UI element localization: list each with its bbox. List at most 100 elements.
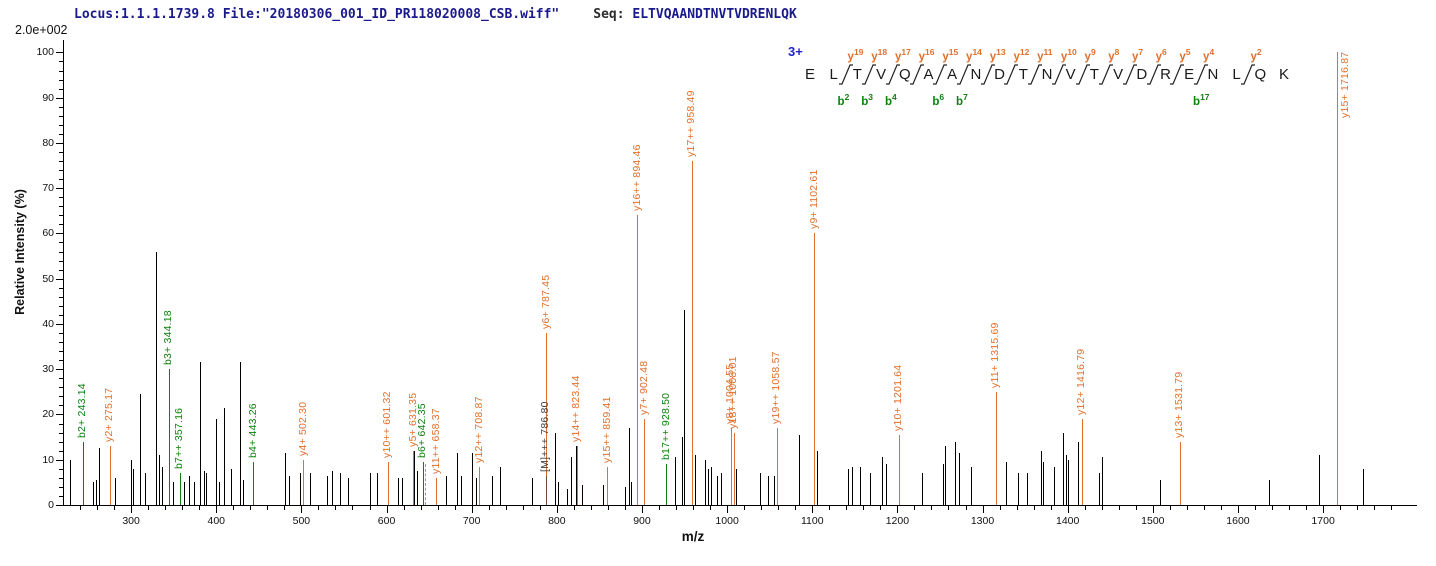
y-ion-peak	[1081, 419, 1083, 505]
spectrum-peak	[348, 477, 350, 505]
y-minor-tick	[59, 106, 63, 108]
spectrum-peak	[799, 434, 801, 505]
x-minor-tick	[1357, 506, 1359, 510]
spectrum-peak	[629, 428, 631, 505]
spectrum-peak	[216, 419, 218, 505]
cleavage-slash	[1026, 60, 1044, 86]
y-major-tick	[56, 369, 63, 371]
y-ion-ladder-label: y12	[1013, 47, 1030, 63]
cleavage-slash	[1097, 60, 1115, 86]
x-minor-tick	[624, 506, 626, 510]
spectrum-peak	[760, 473, 762, 505]
x-minor-tick	[233, 506, 235, 510]
x-minor-tick	[795, 506, 797, 510]
x-tick-label: 1000	[715, 515, 739, 527]
spectrum-peak	[446, 475, 448, 505]
x-minor-tick	[1169, 506, 1171, 510]
spectrum-peak	[707, 468, 709, 505]
y-minor-tick	[59, 468, 63, 470]
x-minor-tick	[267, 506, 269, 510]
b-ion-peak	[82, 441, 84, 505]
x-minor-tick	[846, 506, 848, 510]
cleavage-slash	[884, 60, 902, 86]
x-minor-tick	[965, 506, 967, 510]
peak-label: b4+ 443.26	[246, 403, 259, 458]
spectrum-peak	[1018, 473, 1020, 505]
y-ion-peak	[607, 466, 609, 505]
x-minor-tick	[97, 506, 99, 510]
x-tick-label: 1200	[885, 515, 910, 527]
spectrum-peak	[414, 450, 416, 505]
b-ion-peak	[179, 473, 181, 505]
x-minor-tick	[863, 506, 865, 510]
y-minor-tick	[59, 360, 63, 362]
spectrum-peak	[602, 484, 604, 505]
spectrum-peak	[1099, 473, 1101, 505]
y-major-tick	[56, 414, 63, 416]
x-tick-label: 300	[122, 515, 140, 527]
b-ion-peak	[253, 462, 255, 505]
spectrum-peak	[69, 459, 71, 505]
header-bar: Locus:1.1.1.1739.8 File:"20180306_001_ID…	[74, 7, 797, 22]
spectrum-peak	[492, 475, 494, 505]
y-ion-peak	[479, 466, 481, 505]
y-ion-ladder-label: y13	[989, 47, 1006, 63]
y-ion-peak	[546, 333, 548, 505]
spectrum-peak	[223, 407, 225, 505]
x-minor-tick	[403, 506, 405, 510]
peak-label: y18++ 1008.01	[727, 355, 740, 429]
y-minor-tick	[59, 115, 63, 117]
spectrum-peak	[1269, 480, 1271, 505]
y-ion-ladder-label: y5	[1179, 47, 1191, 63]
spectrum-peak	[417, 471, 419, 505]
cleavage-slash	[931, 60, 949, 86]
peak-label: y11++ 658.37	[429, 407, 442, 474]
x-major-tick	[1067, 506, 1069, 513]
x-minor-tick	[1340, 506, 1342, 510]
y-ion-ladder-label: y19	[847, 47, 864, 63]
spectrum-peak	[289, 475, 291, 505]
spectrum-peak	[870, 473, 872, 505]
x-minor-tick	[1084, 506, 1086, 510]
spectrum-peak	[570, 457, 572, 505]
x-minor-tick	[761, 506, 763, 510]
precursor-charge-label: 3+	[788, 44, 803, 59]
spectrum-peak	[1067, 459, 1069, 505]
residue-letter: R	[1160, 66, 1171, 83]
spectrum-peak	[398, 477, 400, 505]
x-minor-tick	[420, 506, 422, 510]
x-major-tick	[556, 506, 558, 513]
y-major-tick	[56, 52, 63, 54]
spectrum-peak	[1006, 462, 1008, 505]
y-ion-peak	[776, 428, 778, 505]
y-ion-peak	[644, 419, 646, 505]
spectrum-peak	[882, 457, 884, 505]
y-ion-peak	[436, 477, 438, 505]
residue-letter: N	[1207, 66, 1219, 83]
y-minor-tick	[59, 251, 63, 253]
y-tick-label: 30	[42, 363, 54, 376]
y-ion-ladder-label: y15	[942, 47, 959, 63]
y-minor-tick	[59, 495, 63, 497]
y-ion-peak	[898, 434, 900, 505]
x-minor-tick	[335, 506, 337, 510]
spectrum-peak	[922, 473, 924, 505]
b-ion-ladder-label: b6	[932, 92, 945, 108]
x-minor-tick	[250, 506, 252, 510]
spectrum-peak	[848, 468, 850, 505]
y-major-tick	[56, 459, 63, 461]
spectrum-peak	[285, 452, 287, 505]
peak-label: [M]+++ 786.80	[539, 400, 552, 472]
spectrum-peak	[98, 448, 100, 505]
x-axis-line	[63, 505, 1417, 506]
x-minor-tick	[1255, 506, 1256, 510]
x-tick-label: 700	[462, 515, 481, 527]
x-minor-tick	[1391, 506, 1393, 510]
spectrum-peak	[183, 482, 185, 505]
x-minor-tick	[1220, 506, 1222, 510]
peak-label: b2+ 243.14	[76, 382, 89, 438]
peak-label: b6+ 642.35	[416, 403, 429, 458]
residue-letter: K	[1278, 66, 1289, 83]
spectrum-peak	[567, 489, 569, 505]
